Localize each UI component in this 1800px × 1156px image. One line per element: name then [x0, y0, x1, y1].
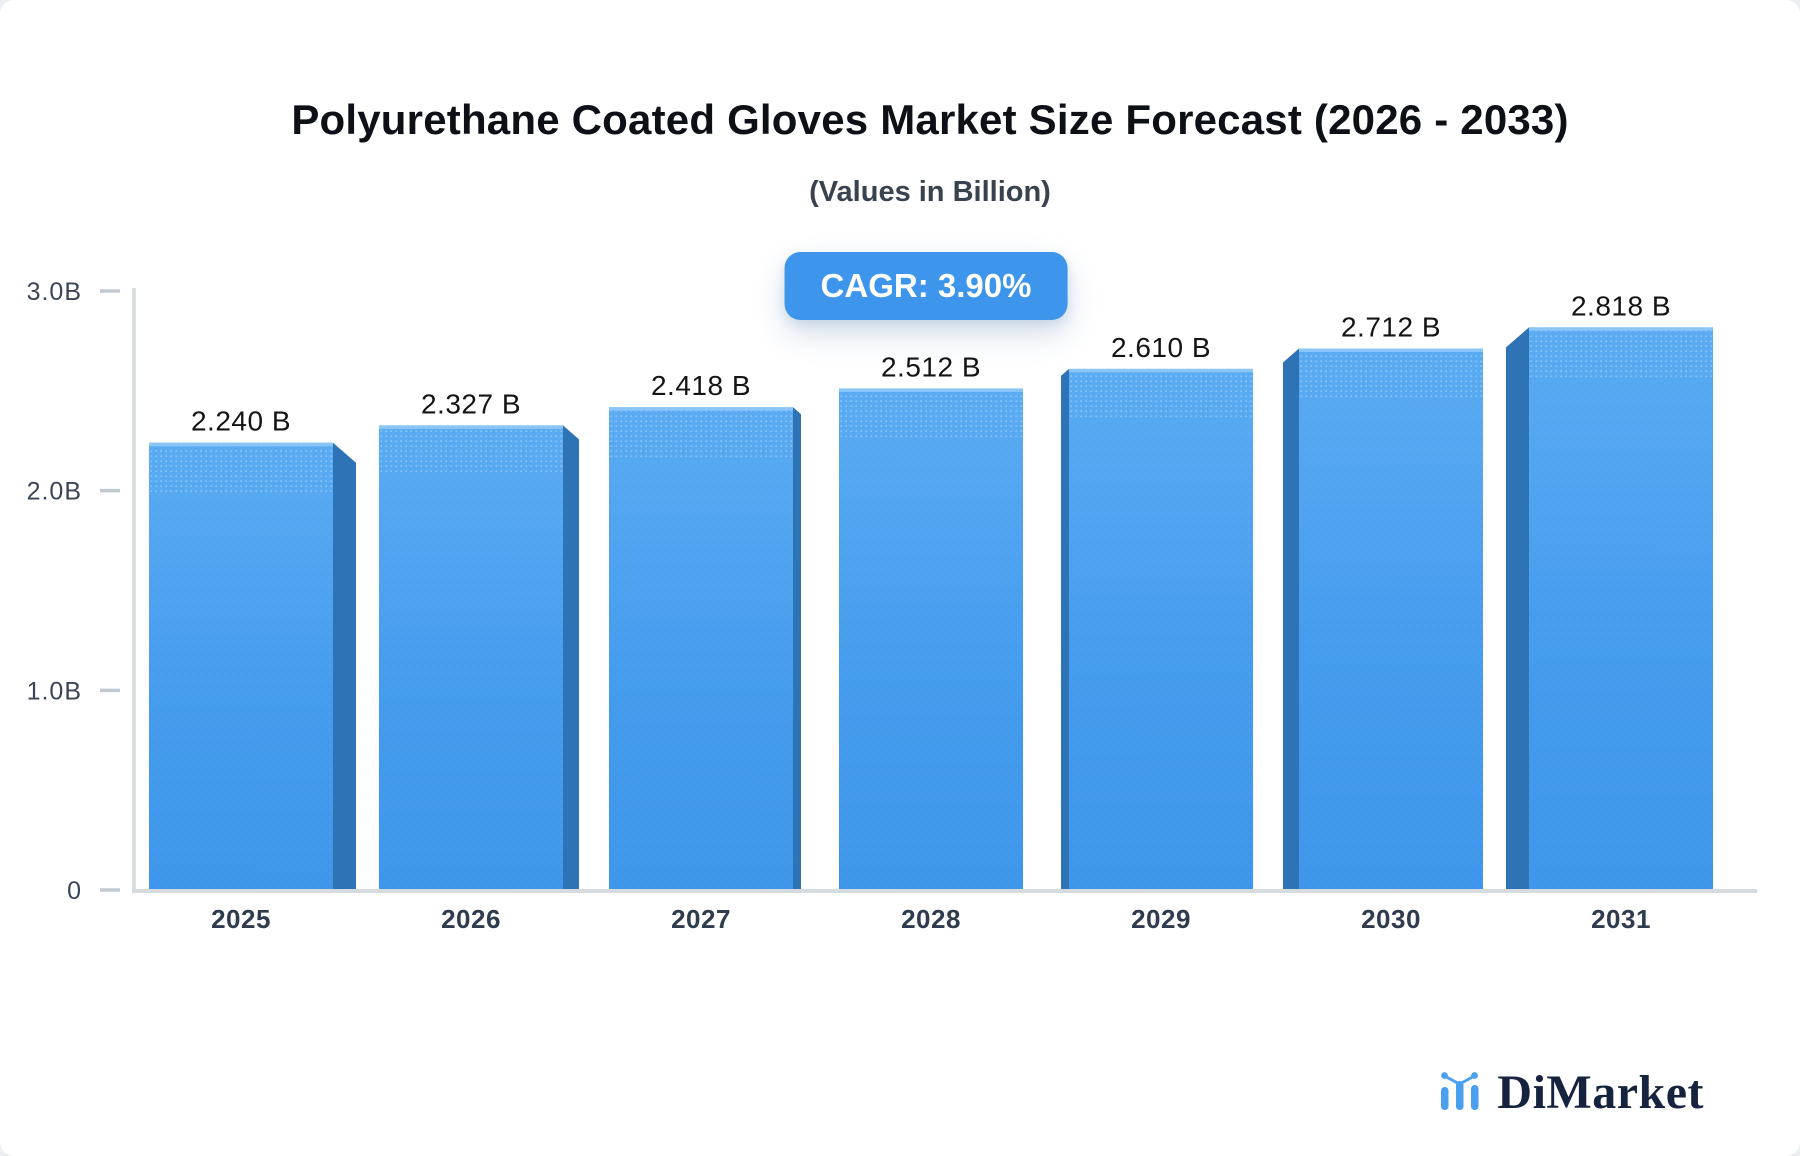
bar-value-label: 2.512 B: [881, 351, 981, 382]
bar-texture: [1529, 327, 1713, 890]
bar-group-2028: 2.512 B: [839, 351, 1023, 890]
bar-group-2029: 2.610 B: [1061, 332, 1253, 890]
y-tick-label: 1.0B: [27, 677, 82, 705]
bar-texture: [149, 442, 333, 890]
y-tick-label: 2.0B: [27, 478, 82, 506]
y-axis: 0 1.0B 2.0B 3.0B: [27, 278, 136, 905]
dimarket-logo-text: DiMarket: [1497, 1065, 1704, 1119]
bar-side-panel: [793, 407, 801, 890]
x-tick-label: 2029: [1131, 904, 1191, 934]
x-tick-label: 2025: [211, 904, 271, 934]
bar-side-panel: [1061, 368, 1069, 890]
bar-group-2026: 2.327 B: [379, 388, 579, 890]
y-tick-label: 0: [67, 877, 82, 905]
bar-side-panel: [333, 442, 356, 890]
bar-value-label: 2.610 B: [1111, 332, 1211, 363]
bar-side-panel: [1283, 348, 1299, 890]
bar-texture: [379, 425, 563, 890]
y-tick-label: 3.0B: [27, 278, 82, 306]
x-tick-label: 2027: [671, 904, 731, 934]
x-tick-label: 2028: [901, 904, 961, 934]
cagr-badge: CAGR: 3.90%: [784, 252, 1068, 320]
bar-texture: [1299, 348, 1483, 890]
logo-bars: [1441, 1081, 1479, 1110]
bars: 2.240 B 2.327 B 2.418 B 2.512 B 2.610 B 2.712…: [149, 290, 1713, 890]
dimarket-logo: DiMarket: [1438, 1065, 1704, 1119]
bar-side-panel: [1506, 327, 1529, 890]
x-tick-label: 2030: [1361, 904, 1421, 934]
x-axis: 2025 2026 2027 2028 2029 2030 2031: [211, 904, 1651, 934]
bar-group-2031: 2.818 B: [1506, 290, 1713, 890]
dimarket-logo-icon: [1441, 1072, 1479, 1110]
bar-texture: [839, 388, 1023, 890]
bar-side-panel: [563, 425, 579, 890]
bar-value-label: 2.327 B: [421, 388, 521, 419]
bar-value-label: 2.240 B: [191, 406, 291, 437]
bar-group-2025: 2.240 B: [149, 406, 356, 890]
bar-value-label: 2.818 B: [1571, 290, 1671, 321]
chart-subtitle: (Values in Billion): [809, 176, 1051, 208]
bar-texture: [1069, 368, 1253, 890]
bar-group-2030: 2.712 B: [1283, 312, 1483, 890]
x-tick-label: 2031: [1591, 904, 1651, 934]
bar-texture: [609, 407, 793, 890]
bar-value-label: 2.418 B: [651, 370, 751, 401]
bar-group-2027: 2.418 B: [609, 370, 801, 890]
chart-title: Polyurethane Coated Gloves Market Size F…: [291, 96, 1569, 143]
logo-line: [1441, 1072, 1479, 1086]
x-tick-label: 2026: [441, 904, 501, 934]
bar-value-label: 2.712 B: [1341, 312, 1441, 343]
